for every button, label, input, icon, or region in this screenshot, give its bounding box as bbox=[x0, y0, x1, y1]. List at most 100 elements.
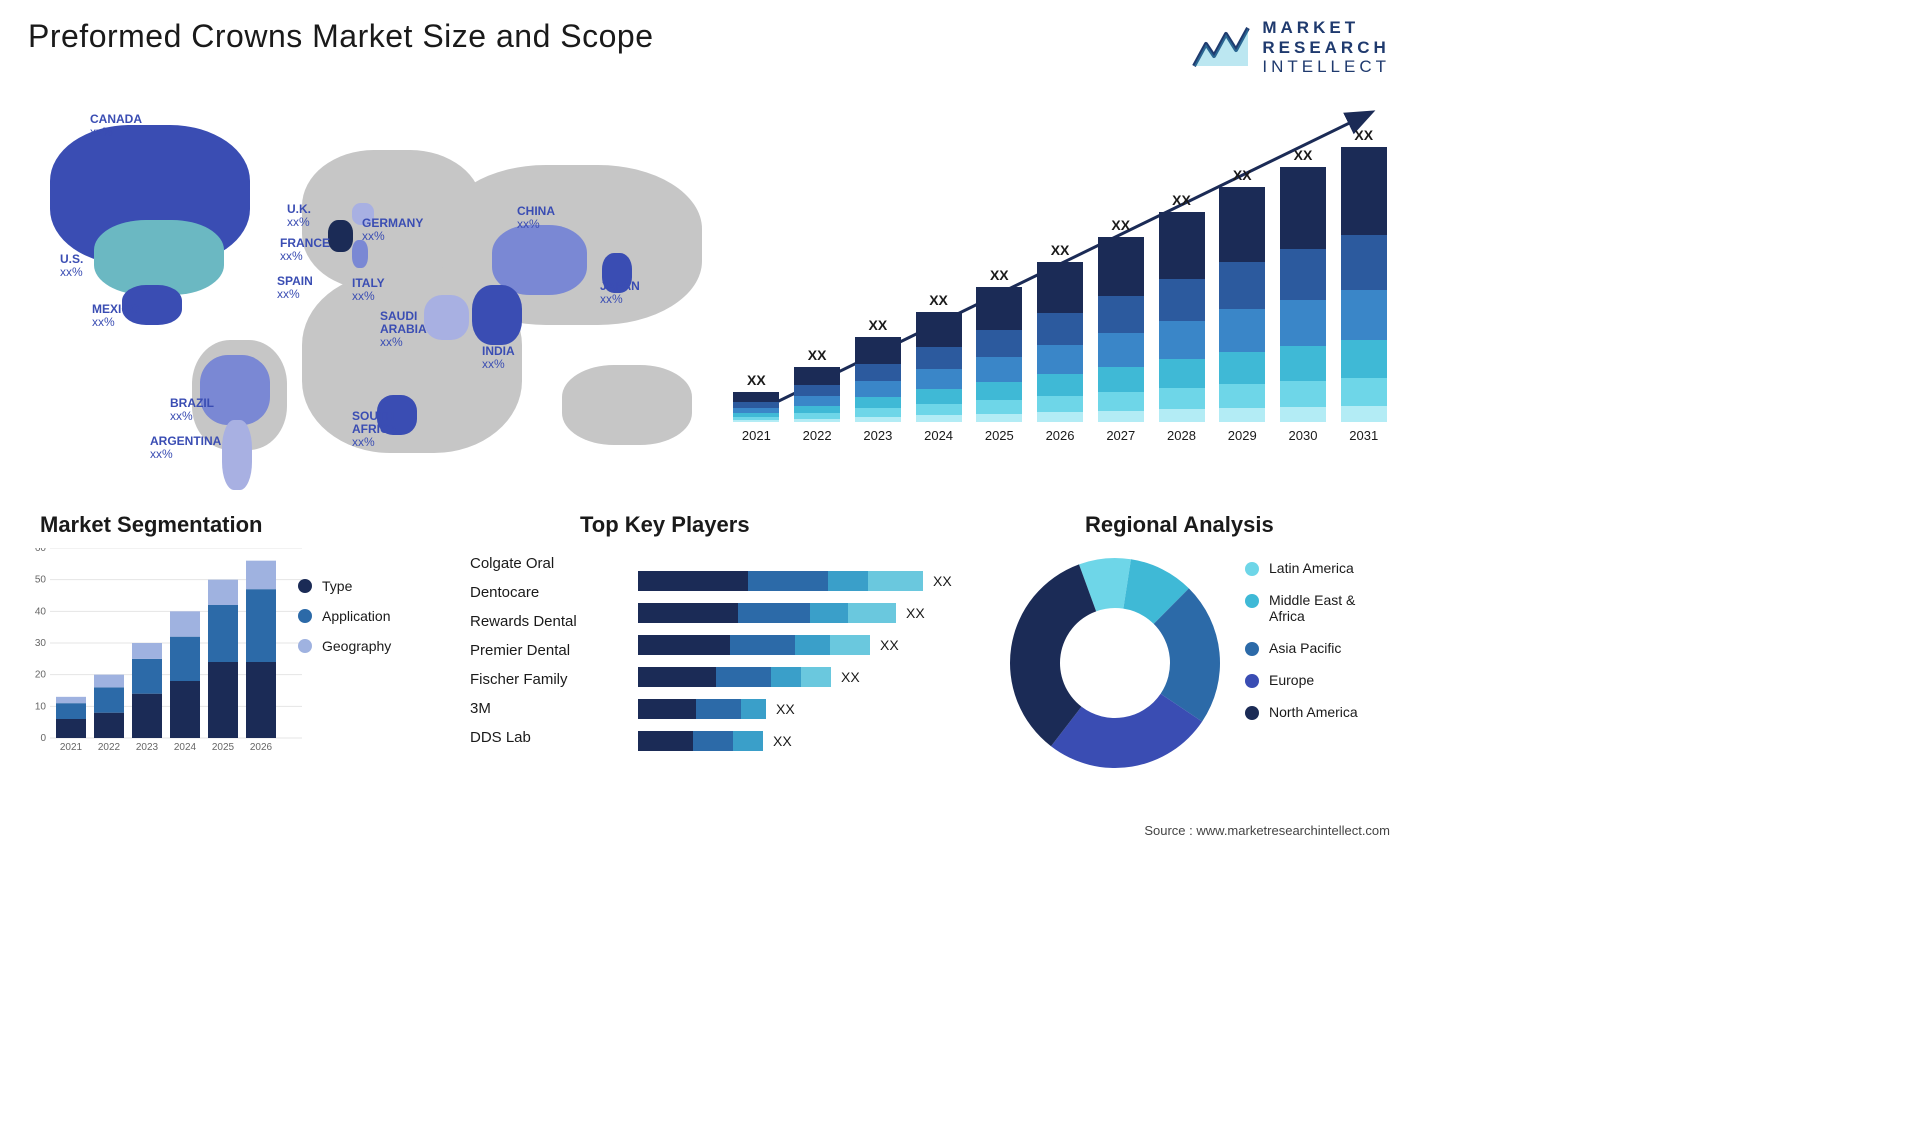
growth-segment bbox=[916, 347, 962, 369]
growth-segment bbox=[916, 415, 962, 422]
player-bar-segment bbox=[810, 603, 848, 623]
legend-label: Middle East &Africa bbox=[1269, 592, 1355, 624]
legend-dot-icon bbox=[1245, 594, 1259, 608]
legend-label: Type bbox=[322, 578, 352, 594]
growth-year-label: 2027 bbox=[1106, 428, 1135, 443]
growth-segment bbox=[1098, 367, 1144, 393]
segmentation-bar-segment bbox=[208, 605, 238, 662]
growth-column: XX 2029 bbox=[1216, 167, 1269, 443]
legend-dot-icon bbox=[298, 609, 312, 623]
growth-segment bbox=[855, 408, 901, 417]
growth-segment bbox=[855, 397, 901, 409]
map-region bbox=[94, 220, 224, 295]
growth-year-label: 2026 bbox=[1046, 428, 1075, 443]
players-title: Top Key Players bbox=[580, 512, 750, 538]
segmentation-bar-segment bbox=[246, 589, 276, 662]
regional-legend: Latin AmericaMiddle East &AfricaAsia Pac… bbox=[1245, 560, 1358, 736]
growth-bar-label: XX bbox=[808, 347, 827, 363]
player-bar-row: XX bbox=[638, 730, 970, 752]
growth-segment bbox=[794, 406, 840, 414]
growth-segment bbox=[1341, 406, 1387, 423]
growth-segment bbox=[1280, 167, 1326, 249]
svg-text:40: 40 bbox=[35, 606, 47, 617]
player-name: Premier Dental bbox=[470, 643, 577, 658]
logo-line2: RESEARCH bbox=[1262, 38, 1390, 58]
growth-segment bbox=[1280, 407, 1326, 422]
logo-line1: MARKET bbox=[1262, 18, 1390, 38]
growth-year-label: 2021 bbox=[742, 428, 771, 443]
regional-title: Regional Analysis bbox=[1085, 512, 1274, 538]
source-attribution: Source : www.marketresearchintellect.com bbox=[1144, 823, 1390, 838]
player-value: XX bbox=[776, 701, 795, 717]
legend-item: North America bbox=[1245, 704, 1358, 720]
player-bar bbox=[638, 603, 896, 623]
growth-column: XX2031 bbox=[1337, 127, 1390, 443]
player-bar bbox=[638, 667, 831, 687]
growth-year-label: 2022 bbox=[803, 428, 832, 443]
growth-stack bbox=[794, 367, 840, 422]
growth-bar-label: XX bbox=[929, 292, 948, 308]
svg-text:2024: 2024 bbox=[174, 742, 197, 753]
map-label: FRANCExx% bbox=[280, 237, 330, 263]
growth-segment bbox=[733, 392, 779, 402]
growth-segment bbox=[1037, 262, 1083, 313]
growth-segment bbox=[1098, 333, 1144, 366]
donut-svg bbox=[1005, 553, 1225, 773]
growth-segment bbox=[1341, 340, 1387, 379]
growth-segment bbox=[1219, 187, 1265, 262]
brand-logo: MARKET RESEARCH INTELLECT bbox=[1192, 18, 1390, 77]
growth-segment bbox=[1037, 374, 1083, 396]
growth-column: XX2027 bbox=[1094, 217, 1147, 443]
growth-year-label: 2028 bbox=[1167, 428, 1196, 443]
svg-text:2021: 2021 bbox=[60, 742, 83, 753]
player-bar-row: XX bbox=[638, 570, 970, 592]
growth-segment bbox=[916, 389, 962, 404]
growth-segment bbox=[1037, 412, 1083, 422]
player-bar-row: XX bbox=[638, 698, 970, 720]
player-bar-segment bbox=[771, 667, 801, 687]
growth-segment bbox=[976, 330, 1022, 357]
map-label: ITALYxx% bbox=[352, 277, 385, 303]
map-label: BRAZILxx% bbox=[170, 397, 214, 423]
growth-year-label: 2025 bbox=[985, 428, 1014, 443]
legend-dot-icon bbox=[1245, 706, 1259, 720]
map-region bbox=[328, 220, 353, 252]
growth-segment bbox=[1219, 352, 1265, 385]
growth-segment bbox=[1037, 313, 1083, 345]
player-bar-segment bbox=[693, 731, 733, 751]
player-bar-row: XX bbox=[638, 666, 970, 688]
player-value: XX bbox=[773, 733, 792, 749]
player-value: XX bbox=[880, 637, 899, 653]
player-bar-segment bbox=[748, 571, 828, 591]
segmentation-bar-segment bbox=[208, 580, 238, 605]
player-bar bbox=[638, 571, 923, 591]
growth-bar-label: XX bbox=[1233, 167, 1252, 183]
growth-column: XX2023 bbox=[851, 317, 904, 443]
growth-column: XX2028 bbox=[1155, 192, 1208, 443]
segmentation-bar-segment bbox=[246, 561, 276, 590]
growth-column: XX2024 bbox=[912, 292, 965, 443]
segmentation-bar-segment bbox=[94, 713, 124, 738]
growth-segment bbox=[1280, 249, 1326, 300]
segmentation-bar-segment bbox=[56, 697, 86, 703]
logo-mark-icon bbox=[1192, 26, 1250, 68]
map-label: U.S.xx% bbox=[60, 253, 83, 279]
svg-text:2022: 2022 bbox=[98, 742, 121, 753]
growth-segment bbox=[1159, 321, 1205, 359]
map-region bbox=[492, 225, 587, 295]
growth-column: XX2026 bbox=[1034, 242, 1087, 443]
segmentation-bar-segment bbox=[246, 662, 276, 738]
growth-segment bbox=[855, 417, 901, 422]
growth-segment bbox=[976, 400, 1022, 414]
growth-column: XX2030 bbox=[1277, 147, 1330, 443]
growth-year-label: 2029 bbox=[1228, 428, 1257, 443]
growth-stack bbox=[855, 337, 901, 422]
segmentation-bar-segment bbox=[56, 703, 86, 719]
growth-segment bbox=[976, 357, 1022, 381]
svg-text:60: 60 bbox=[35, 548, 47, 554]
legend-label: Geography bbox=[322, 638, 391, 654]
growth-stack bbox=[1159, 212, 1205, 422]
growth-segment bbox=[976, 382, 1022, 401]
player-bar-segment bbox=[801, 667, 831, 687]
growth-segment bbox=[1341, 147, 1387, 235]
